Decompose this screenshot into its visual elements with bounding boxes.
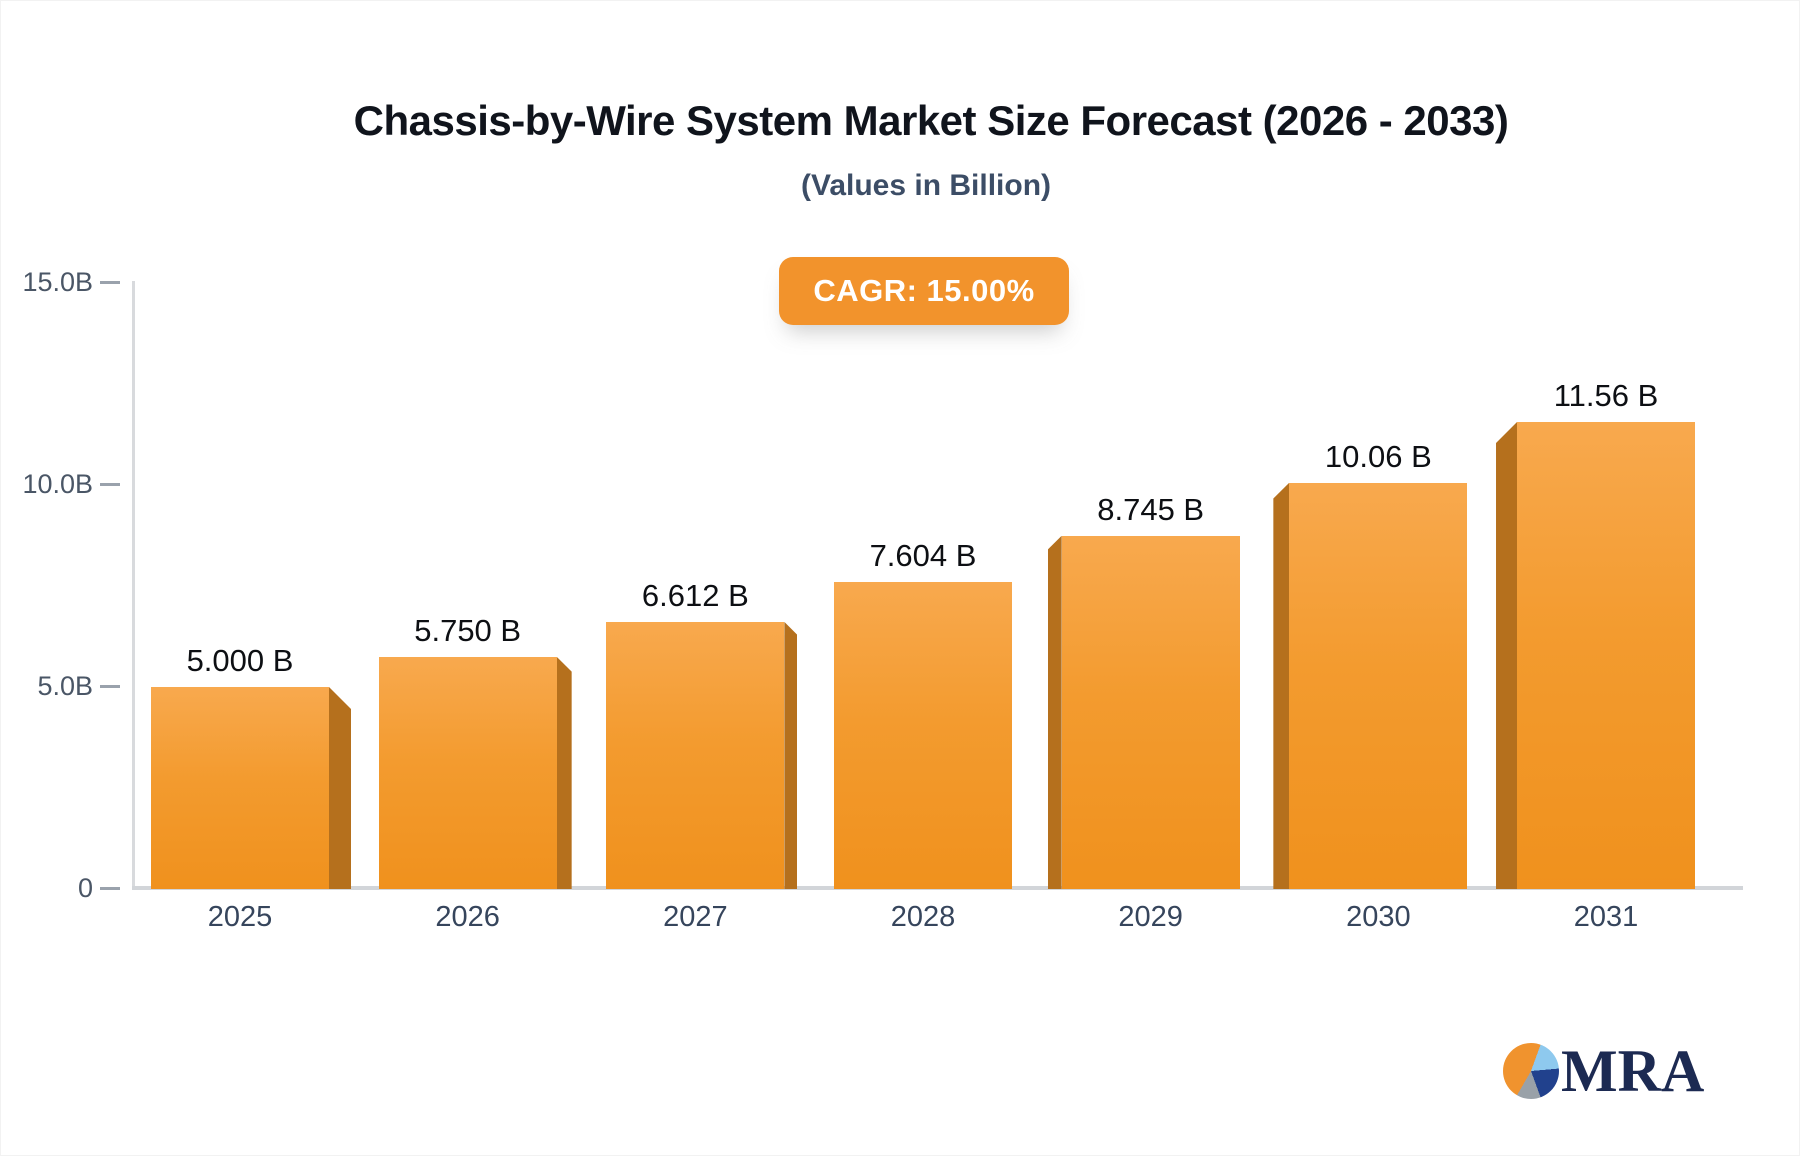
cagr-badge-label: CAGR: 15.00% xyxy=(813,273,1035,308)
x-tick-label-2026: 2026 xyxy=(435,901,500,933)
bar-2030 xyxy=(1289,482,1468,889)
bar-value-label-2026: 5.750 B xyxy=(414,612,522,648)
x-tick-label-2030: 2030 xyxy=(1346,901,1411,933)
bar-value-label-2029: 8.745 B xyxy=(1097,491,1205,527)
bar-value-label-2027: 6.612 B xyxy=(641,577,749,613)
y-tick-label-10.0B: 10.0B xyxy=(22,469,93,499)
mra-logo: MRA xyxy=(1503,1041,1704,1101)
y-tick-dash-10.0B xyxy=(100,483,120,486)
bar-value-label-2030: 10.06 B xyxy=(1324,438,1432,474)
y-tick-label-0: 0 xyxy=(77,873,93,903)
bar-2026 xyxy=(378,656,557,889)
bar-value-label-2031: 11.56 B xyxy=(1553,377,1659,413)
bar-side-bevel-2031 xyxy=(1496,421,1518,889)
cagr-badge: CAGR: 15.00% xyxy=(779,257,1069,325)
pie-chart-logo-icon xyxy=(1503,1043,1559,1099)
chart-title: Chassis-by-Wire System Market Size Forec… xyxy=(353,97,1509,144)
bar-2031 xyxy=(1517,421,1696,889)
x-tick-label-2025: 2025 xyxy=(207,901,273,933)
y-tick-dash-15.0B xyxy=(100,281,120,284)
x-tick-label-2028: 2028 xyxy=(890,901,956,933)
y-tick-dash-5.0B xyxy=(100,685,120,688)
bar-side-bevel-2029 xyxy=(1047,535,1062,889)
y-tick-label-5.0B: 5.0B xyxy=(37,671,93,701)
x-tick-label-2031: 2031 xyxy=(1573,901,1639,933)
y-tick-dash-0 xyxy=(100,887,120,890)
bar-2029 xyxy=(1061,535,1240,889)
y-tick-label-15.0B: 15.0B xyxy=(22,267,93,297)
bar-2027 xyxy=(606,621,785,889)
bar-side-bevel-2030 xyxy=(1273,482,1290,889)
bar-side-bevel-2025 xyxy=(329,687,351,889)
bar-side-bevel-2026 xyxy=(556,656,572,889)
bar-2028 xyxy=(834,581,1012,889)
x-tick-label-2027: 2027 xyxy=(663,901,728,933)
bar-value-label-2025: 5.000 B xyxy=(186,643,294,678)
bar-value-label-2028: 7.604 B xyxy=(869,537,977,573)
y-axis-line xyxy=(132,281,135,889)
chart-subtitle: (Values in Billion) xyxy=(800,169,1052,202)
logo-text: MRA xyxy=(1561,1038,1705,1104)
x-tick-label-2029: 2029 xyxy=(1118,901,1183,933)
bar-2025 xyxy=(151,687,329,889)
bar-side-bevel-2027 xyxy=(784,621,798,889)
